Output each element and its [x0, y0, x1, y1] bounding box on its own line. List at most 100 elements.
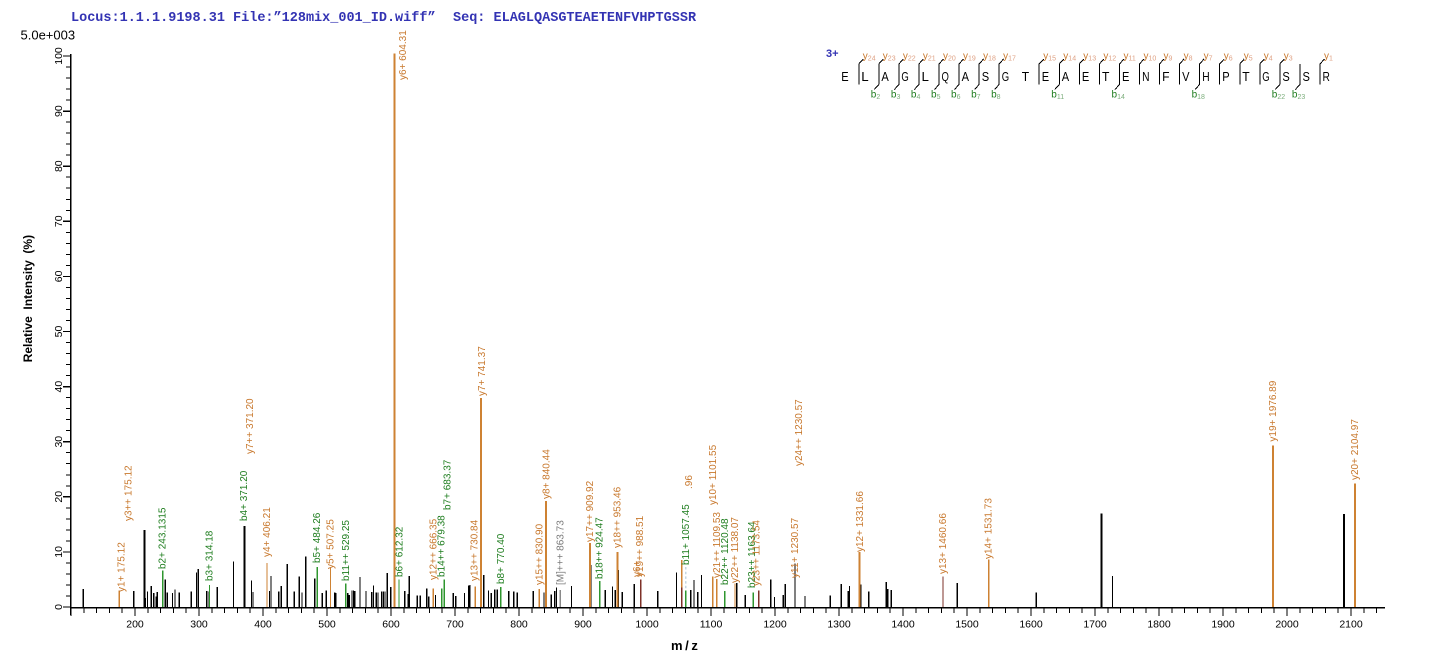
svg-text:y24++ 1230.57: y24++ 1230.57 [794, 399, 805, 466]
svg-text:y6+ 604.31: y6+ 604.31 [398, 30, 409, 80]
svg-text:b4+ 371.20: b4+ 371.20 [239, 470, 250, 521]
svg-text:y3: y3 [1284, 51, 1293, 63]
svg-text:y8: y8 [1184, 51, 1193, 63]
svg-text:y12++ 666.35: y12++ 666.35 [429, 518, 440, 580]
svg-text:1800: 1800 [1147, 619, 1171, 631]
svg-text:900: 900 [574, 619, 592, 631]
svg-text:y7++ 371.20: y7++ 371.20 [245, 398, 256, 454]
svg-text:b6: b6 [951, 90, 961, 102]
svg-text:b4: b4 [911, 90, 921, 102]
svg-text:y7+ 741.37: y7+ 741.37 [477, 346, 488, 396]
svg-text:b23: b23 [1292, 90, 1305, 102]
svg-text:400: 400 [254, 619, 272, 631]
svg-text:100: 100 [53, 47, 65, 65]
svg-text:y23++ 1173.54: y23++ 1173.54 [752, 520, 763, 586]
svg-text:50: 50 [53, 326, 65, 338]
svg-text:y3++ 175.12: y3++ 175.12 [124, 465, 135, 521]
svg-text:y19: y19 [963, 51, 976, 63]
svg-text:b14++ 679.38: b14++ 679.38 [437, 515, 448, 577]
svg-text:2100: 2100 [1339, 619, 1363, 631]
svg-text:500: 500 [318, 619, 336, 631]
svg-text:y4: y4 [1264, 51, 1273, 63]
svg-text:T: T [1022, 70, 1030, 84]
svg-text:y14: y14 [1063, 51, 1076, 63]
svg-text:y12: y12 [1103, 51, 1116, 63]
svg-text:y22: y22 [903, 51, 916, 63]
svg-text:G: G [901, 70, 908, 84]
svg-text:y11: y11 [1124, 51, 1136, 63]
svg-text:b11++ 529.25: b11++ 529.25 [341, 520, 352, 581]
svg-text:b2: b2 [871, 90, 881, 102]
svg-text:y20: y20 [943, 51, 956, 63]
svg-text:y14+ 1531.73: y14+ 1531.73 [984, 498, 995, 559]
svg-text:600: 600 [382, 619, 400, 631]
svg-text:y21: y21 [923, 51, 936, 63]
svg-text:10: 10 [53, 546, 65, 558]
svg-text:b8: b8 [991, 90, 1001, 102]
svg-text:y4+ 406.21: y4+ 406.21 [262, 507, 273, 557]
svg-text:T: T [1242, 70, 1250, 84]
svg-text:L: L [922, 70, 929, 84]
svg-text:y13++ 730.84: y13++ 730.84 [470, 519, 481, 581]
svg-text:300: 300 [190, 619, 208, 631]
svg-text:1400: 1400 [891, 619, 915, 631]
svg-text:y5+ 507.25: y5+ 507.25 [326, 519, 337, 569]
svg-text:E: E [841, 70, 848, 84]
svg-text:b11+ 1057.45: b11+ 1057.45 [681, 504, 692, 565]
svg-text:b22++ 1120.48: b22++ 1120.48 [720, 518, 731, 585]
svg-text:1700: 1700 [1083, 619, 1107, 631]
svg-text:A: A [962, 70, 970, 84]
svg-text:b7: b7 [971, 90, 981, 102]
svg-text:y17++ 909.92: y17++ 909.92 [585, 480, 596, 542]
svg-text:b3: b3 [891, 90, 901, 102]
svg-text:.96: .96 [684, 475, 695, 489]
svg-text:1100: 1100 [700, 619, 723, 631]
svg-text:800: 800 [510, 619, 528, 631]
svg-text:y19+ 1976.89: y19+ 1976.89 [1268, 380, 1279, 441]
svg-text:5.0e+003: 5.0e+003 [21, 28, 76, 43]
svg-text:Locus:1.1.1.9198.31 File:”128m: Locus:1.1.1.9198.31 File:”128mix_001_ID.… [71, 11, 436, 26]
svg-text:y15: y15 [1043, 51, 1056, 63]
svg-text:b8+ 770.40: b8+ 770.40 [496, 533, 507, 584]
svg-text:2000: 2000 [1275, 619, 1299, 631]
svg-text:y10+ 1101.55: y10+ 1101.55 [708, 444, 719, 505]
svg-text:V: V [1182, 70, 1190, 84]
svg-text:G: G [1002, 70, 1009, 84]
svg-text:y15++ 830.90: y15++ 830.90 [535, 523, 546, 585]
svg-text:S: S [982, 70, 989, 84]
svg-text:N: N [1142, 70, 1149, 84]
svg-text:1600: 1600 [1019, 619, 1043, 631]
svg-text:20: 20 [53, 491, 65, 503]
svg-text:y9: y9 [1164, 51, 1173, 63]
svg-text:1900: 1900 [1211, 619, 1235, 631]
svg-text:y18++ 953.46: y18++ 953.46 [613, 486, 624, 548]
svg-text:700: 700 [446, 619, 464, 631]
svg-text:P: P [1222, 70, 1229, 84]
svg-text:E: E [1042, 70, 1049, 84]
svg-text:200: 200 [126, 619, 144, 631]
svg-text:y23: y23 [883, 51, 896, 63]
svg-text:60: 60 [53, 270, 65, 282]
svg-text:y1+ 175.12: y1+ 175.12 [117, 542, 128, 592]
svg-text:y10: y10 [1144, 51, 1157, 63]
svg-text:b23++ 1163.64: b23++ 1163.64 [747, 521, 758, 588]
svg-text:b7+ 683.37: b7+ 683.37 [443, 459, 454, 510]
svg-text:80: 80 [53, 160, 65, 172]
svg-text:Q: Q [942, 70, 950, 84]
svg-text:y6+: y6+ [632, 560, 643, 577]
svg-text:3+: 3+ [826, 48, 839, 60]
svg-text:A: A [881, 70, 889, 84]
svg-text:1200: 1200 [763, 619, 787, 631]
svg-text:m / z: m / z [671, 638, 698, 653]
svg-text:S: S [1282, 70, 1289, 84]
svg-text:y6: y6 [1224, 51, 1233, 63]
svg-text:b2+ 243.1315: b2+ 243.1315 [158, 507, 169, 569]
svg-text:y21++ 1109.53: y21++ 1109.53 [712, 512, 723, 578]
svg-text:y18: y18 [983, 51, 996, 63]
svg-text:30: 30 [53, 436, 65, 448]
svg-text:y7: y7 [1204, 51, 1213, 63]
svg-text:H: H [1202, 70, 1209, 84]
svg-text:0: 0 [53, 604, 65, 610]
svg-text:G: G [1262, 70, 1269, 84]
svg-text:A: A [1062, 70, 1070, 84]
